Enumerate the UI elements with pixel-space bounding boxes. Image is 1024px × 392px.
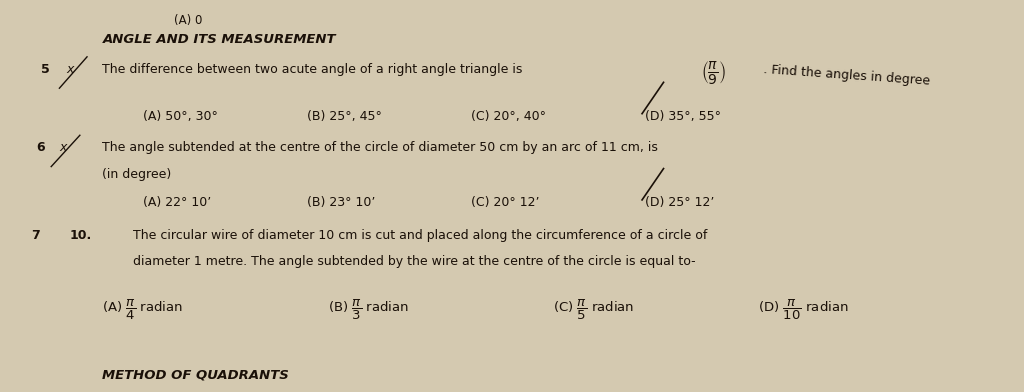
Text: (A) $\dfrac{\pi}{4}$ radian: (A) $\dfrac{\pi}{4}$ radian [102, 298, 183, 322]
Text: (A) 22° 10’: (A) 22° 10’ [143, 196, 212, 209]
Text: The angle subtended at the centre of the circle of diameter 50 cm by an arc of 1: The angle subtended at the centre of the… [102, 141, 658, 154]
Text: x: x [67, 63, 74, 76]
Text: x: x [59, 141, 67, 154]
Text: (A) 50°, 30°: (A) 50°, 30° [143, 110, 218, 123]
Text: 5: 5 [41, 63, 50, 76]
Text: 6: 6 [36, 141, 44, 154]
Text: diameter 1 metre. The angle subtended by the wire at the centre of the circle is: diameter 1 metre. The angle subtended by… [133, 255, 695, 268]
Text: (C) 20°, 40°: (C) 20°, 40° [471, 110, 546, 123]
Text: ANGLE AND ITS MEASUREMENT: ANGLE AND ITS MEASUREMENT [102, 33, 336, 46]
Text: (B) 23° 10’: (B) 23° 10’ [307, 196, 376, 209]
Text: (in degree): (in degree) [102, 168, 172, 181]
Text: . Find the angles in degree: . Find the angles in degree [763, 63, 931, 87]
Text: (D) 35°, 55°: (D) 35°, 55° [645, 110, 721, 123]
Text: (A) 0: (A) 0 [174, 14, 203, 27]
Text: (B) $\dfrac{\pi}{3}$ radian: (B) $\dfrac{\pi}{3}$ radian [328, 298, 409, 322]
Text: The difference between two acute angle of a right angle triangle is: The difference between two acute angle o… [102, 63, 523, 76]
Text: $\left(\dfrac{\pi}{9}\right)$: $\left(\dfrac{\pi}{9}\right)$ [701, 59, 727, 86]
Text: (C) 20° 12’: (C) 20° 12’ [471, 196, 540, 209]
Text: (D) $\dfrac{\pi}{10}$ radian: (D) $\dfrac{\pi}{10}$ radian [758, 298, 849, 322]
Text: (D) 25° 12’: (D) 25° 12’ [645, 196, 715, 209]
Text: METHOD OF QUADRANTS: METHOD OF QUADRANTS [102, 368, 289, 381]
Text: The circular wire of diameter 10 cm is cut and placed along the circumference of: The circular wire of diameter 10 cm is c… [133, 229, 708, 242]
Text: 10.: 10. [70, 229, 92, 242]
Text: 7: 7 [31, 229, 40, 242]
Text: (C) $\dfrac{\pi}{5}$ radian: (C) $\dfrac{\pi}{5}$ radian [553, 298, 634, 322]
Text: (B) 25°, 45°: (B) 25°, 45° [307, 110, 382, 123]
